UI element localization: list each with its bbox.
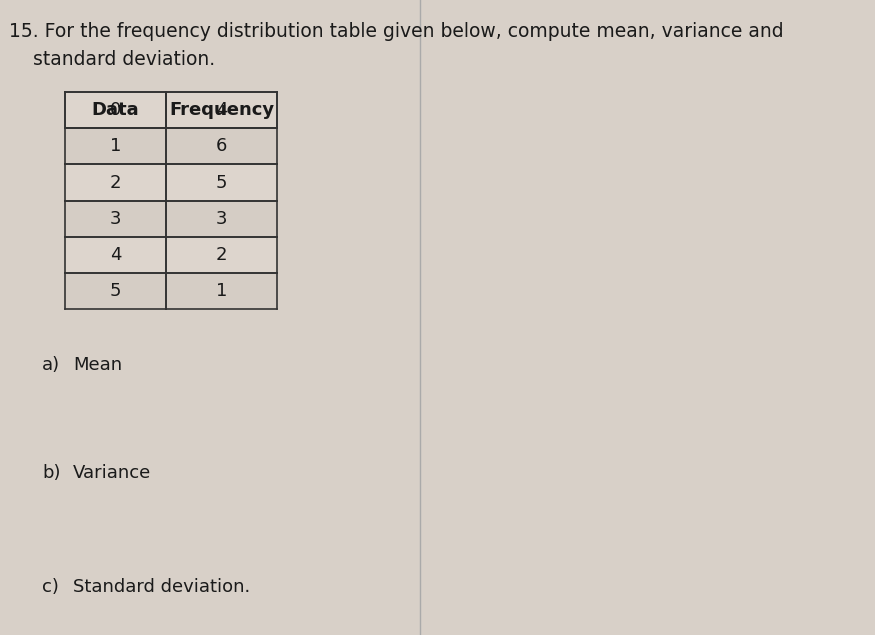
Text: 5: 5 (109, 282, 122, 300)
Text: 5: 5 (216, 173, 228, 192)
Bar (66, 237, 165, 273)
Text: Frequency: Frequency (169, 101, 274, 119)
Bar (66, 92, 165, 128)
Text: 3: 3 (109, 210, 122, 228)
Text: 1: 1 (216, 282, 228, 300)
Text: 4: 4 (216, 101, 228, 119)
Bar (165, 273, 277, 309)
Text: 0: 0 (110, 101, 121, 119)
Text: 15. For the frequency distribution table given below, compute mean, variance and: 15. For the frequency distribution table… (10, 22, 784, 41)
Text: Data: Data (92, 101, 139, 119)
Text: c): c) (42, 578, 60, 596)
Text: 4: 4 (109, 246, 122, 264)
Text: 2: 2 (216, 246, 228, 264)
Text: 6: 6 (216, 137, 228, 156)
Bar (66, 201, 165, 237)
Bar (165, 128, 277, 164)
Bar (66, 164, 165, 201)
Text: b): b) (42, 464, 61, 481)
Bar (66, 273, 165, 309)
Bar (66, 92, 165, 128)
Text: a): a) (42, 356, 60, 373)
Text: standard deviation.: standard deviation. (10, 50, 215, 69)
Text: 2: 2 (109, 173, 122, 192)
Bar (165, 237, 277, 273)
Text: Variance: Variance (74, 464, 151, 481)
Bar (165, 92, 277, 128)
Text: 3: 3 (216, 210, 228, 228)
Text: Standard deviation.: Standard deviation. (74, 578, 250, 596)
Bar (165, 92, 277, 128)
Bar (66, 128, 165, 164)
Text: Mean: Mean (74, 356, 122, 373)
Text: 1: 1 (110, 137, 122, 156)
Bar (165, 201, 277, 237)
Bar (165, 164, 277, 201)
